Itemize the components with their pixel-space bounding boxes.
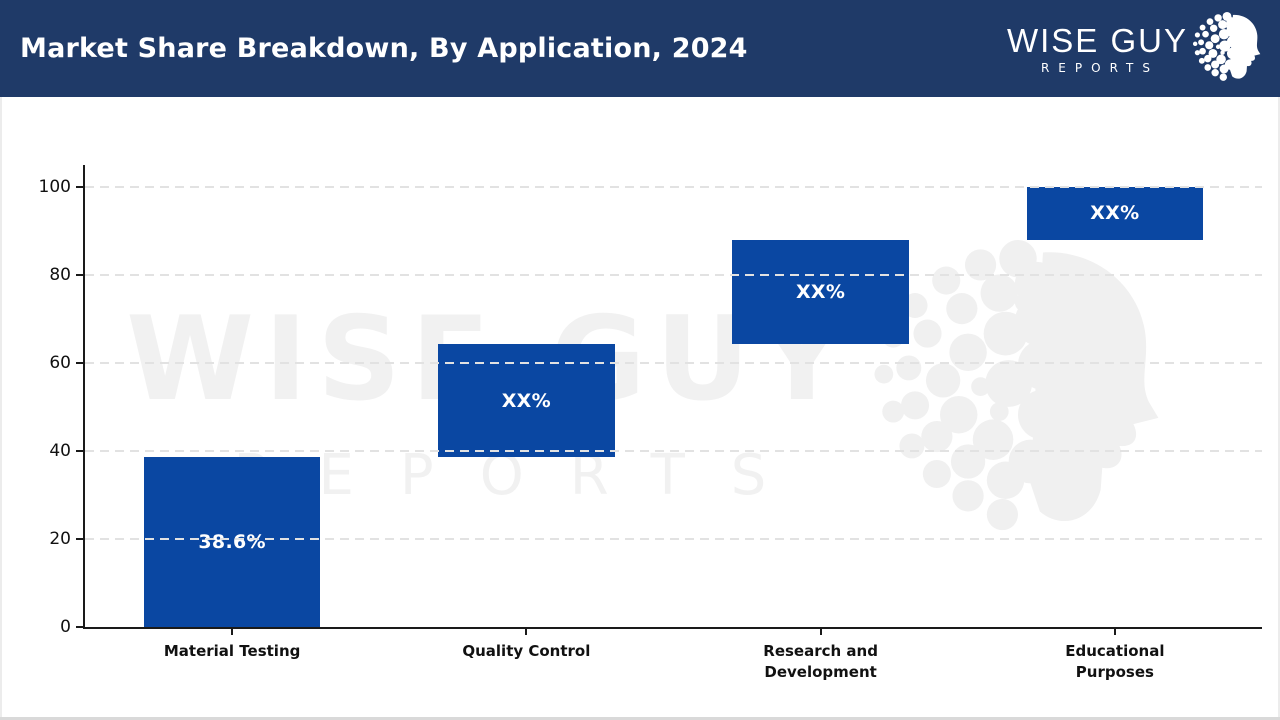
brand-subtitle: REPORTS [1040,60,1159,75]
x-axis-category-label: Quality Control [462,642,591,660]
x-axis-category-label: Research and Development [763,642,878,681]
bar-value-label: XX% [1090,202,1140,225]
x-axis-tickmark [231,627,234,635]
brand-wordmark: WISE GUY REPORTS [1007,24,1188,74]
y-axis-tickmark [76,626,85,628]
x-axis-category-label: Material Testing [163,642,301,660]
y-axis-tick-label: 60 [49,353,71,373]
x-axis-tickmark [1113,627,1116,635]
y-axis-tickmark [76,274,85,276]
brand-name: WISE GUY [1006,21,1188,59]
y-axis-tick-label: 0 [60,617,71,637]
y-axis-line [83,165,85,629]
y-axis-tick-label: 40 [49,441,71,461]
x-axis-tickmark [819,627,822,635]
y-axis-tick-label: 80 [49,265,71,285]
bar-value-label: 38.6% [198,531,266,554]
header: Market Share Breakdown, By Application, … [0,0,1280,97]
brand-logo: WISE GUY REPORTS [1007,9,1264,89]
bar-material-testing: 38.6% [143,457,321,627]
y-axis-tick-label: 100 [38,177,71,197]
x-axis-line [83,627,1262,629]
gridline-80 [85,274,1262,276]
bar-research-and-development: XX% [732,239,909,345]
y-axis-tickmark [76,538,85,540]
gridline-60 [85,362,1262,364]
bar-value-label: XX% [501,389,551,412]
chart-title: Market Share Breakdown, By Application, … [20,33,748,64]
y-axis-tickmark [76,450,85,452]
bar-value-label: XX% [795,280,846,303]
x-axis-tickmark [525,627,528,635]
y-axis-tickmark [76,362,85,364]
y-axis-tick-label: 20 [49,529,71,549]
gridline-100 [85,186,1262,188]
gridline-20 [85,538,1262,540]
y-axis-tickmark [76,186,85,188]
bar-educational-purposes: XX% [1026,187,1204,240]
gridline-40 [85,450,1262,452]
x-axis-category-label: Educational Purposes [1065,642,1165,681]
